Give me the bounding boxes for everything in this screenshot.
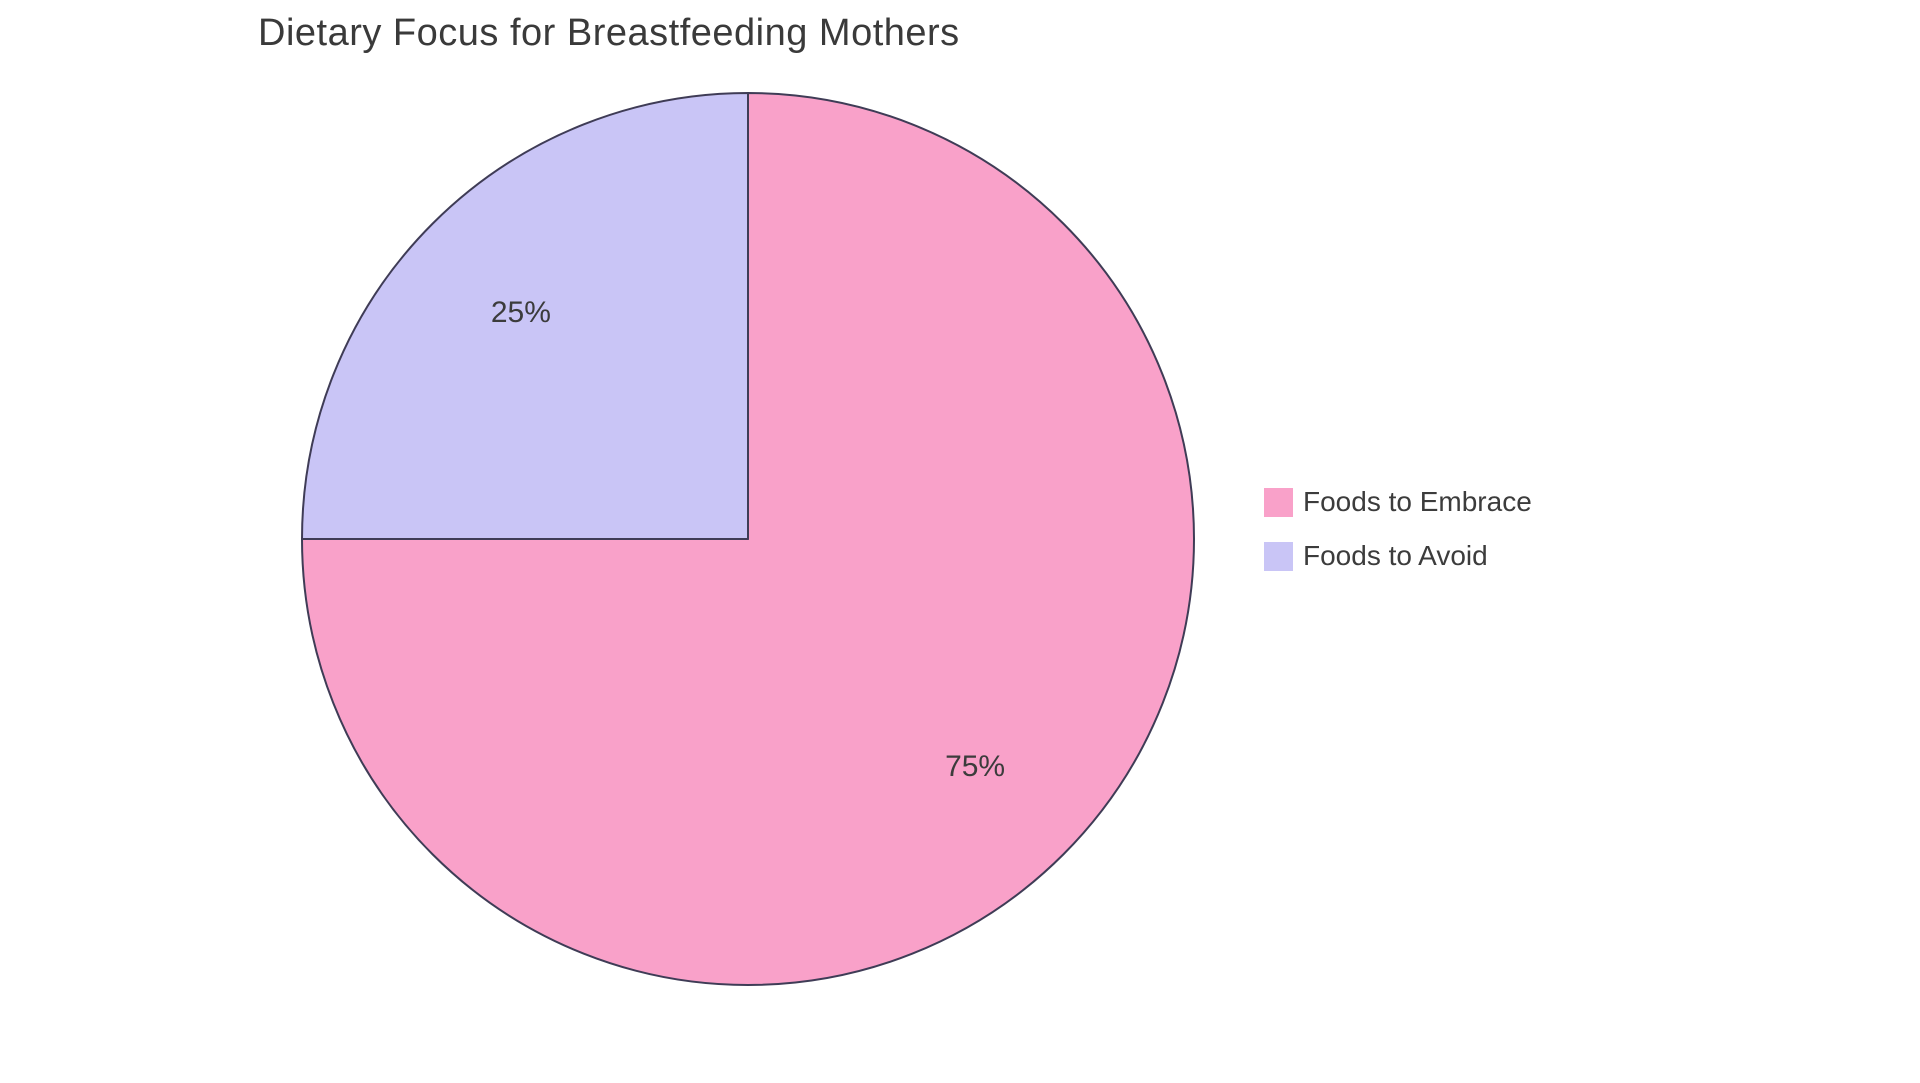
legend-swatch-foods-to-avoid [1264,541,1293,571]
legend-label-foods-to-embrace: Foods to Embrace [1303,486,1532,517]
legend-item-foods-to-avoid[interactable]: Foods to Avoid [1264,540,1532,572]
legend-swatch-foods-to-embrace [1264,487,1293,517]
pie-slice-1[interactable] [301,92,749,540]
slice-label-1: 25% [491,296,551,329]
legend-label-foods-to-avoid: Foods to Avoid [1303,540,1488,571]
slice-label-0: 75% [945,750,1005,783]
legend: Foods to Embrace Foods to Avoid [1264,486,1532,594]
legend-item-foods-to-embrace[interactable]: Foods to Embrace [1264,486,1532,518]
chart-title: Dietary Focus for Breastfeeding Mothers [258,12,960,54]
